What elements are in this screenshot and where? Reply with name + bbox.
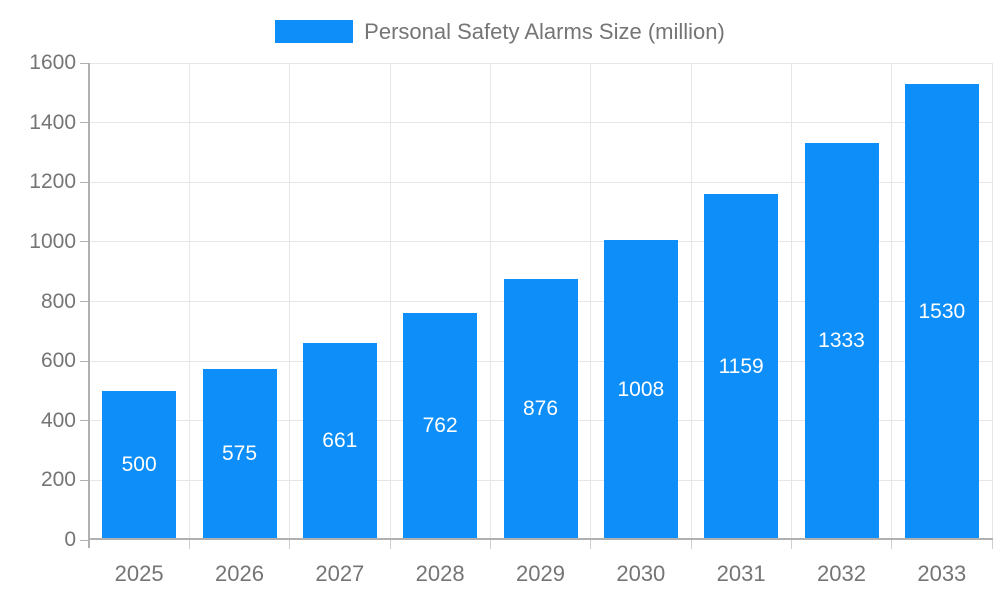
- x-axis-tick-label: 2027: [315, 561, 365, 586]
- x-axis-tick: [790, 540, 792, 549]
- y-axis-tick-label: 1400: [29, 110, 76, 134]
- x-axis-tick: [991, 540, 993, 549]
- y-axis-tick-label: 1000: [29, 229, 76, 253]
- x-axis-tick-label: 2029: [516, 561, 565, 586]
- bar-value-label: 1530: [918, 299, 966, 323]
- x-axis-line: [88, 538, 993, 540]
- bar-2032: 1333: [804, 142, 879, 540]
- x-axis-tick: [690, 540, 692, 549]
- x-axis-tick-label: 2028: [415, 561, 465, 586]
- y-axis-tick: [80, 241, 88, 243]
- bar-value-label: 1008: [617, 377, 665, 401]
- y-axis-tick: [80, 301, 88, 302]
- gridline-vertical: [289, 63, 291, 540]
- bar-2033: 1530: [904, 83, 979, 540]
- x-axis-tick: [891, 540, 893, 549]
- bar-value-label: 1333: [818, 329, 865, 353]
- x-axis-tick: [489, 540, 491, 549]
- bar-2031: 1159: [704, 194, 779, 540]
- bar-2025: 500: [102, 390, 177, 540]
- legend[interactable]: Personal Safety Alarms Size (million): [0, 19, 1000, 44]
- y-axis-tick-label: 600: [40, 349, 76, 373]
- y-axis-line: [88, 63, 90, 548]
- bar-value-label: 876: [522, 397, 559, 421]
- y-axis-tick-label: 800: [40, 289, 76, 313]
- bar-value-label: 1159: [718, 355, 764, 379]
- x-axis-tick-label: 2030: [616, 561, 666, 586]
- gridline-vertical: [590, 63, 592, 540]
- gridline-vertical: [690, 63, 692, 540]
- y-axis-tick: [80, 420, 88, 422]
- legend-swatch[interactable]: [275, 20, 354, 43]
- gridline-vertical: [489, 63, 491, 540]
- y-axis-tick-label: 400: [40, 408, 76, 432]
- legend-label[interactable]: Personal Safety Alarms Size (million): [364, 18, 725, 44]
- x-axis-tick: [289, 540, 291, 549]
- gridline-vertical: [188, 63, 190, 540]
- x-axis-tick-label: 2026: [215, 561, 264, 586]
- gridline-vertical: [891, 63, 893, 540]
- y-axis-tick: [80, 181, 88, 183]
- gridline-horizontal: [89, 241, 992, 243]
- y-axis-tick: [80, 360, 88, 362]
- bar-value-label: 500: [121, 453, 157, 477]
- bar-2029: 876: [503, 278, 578, 540]
- bar-2030: 1008: [603, 239, 678, 540]
- x-axis-tick-label: 2032: [817, 561, 866, 586]
- x-axis-tick-label: 2025: [114, 561, 164, 586]
- gridline-vertical: [991, 63, 993, 540]
- gridline-vertical: [389, 63, 391, 540]
- y-axis-tick-label: 1200: [29, 170, 76, 194]
- plot-area: 500 575 661 762 876 1008 1159 1333 1530: [89, 62, 993, 549]
- y-axis-tick-label: 200: [40, 468, 76, 492]
- bar-value-label: 762: [422, 414, 458, 438]
- bar-value-label: 575: [221, 442, 258, 466]
- y-axis-tick: [80, 62, 88, 64]
- x-axis-tick: [590, 540, 592, 549]
- x-axis-tick: [188, 540, 190, 549]
- bar-2027: 661: [302, 342, 377, 540]
- gridline-vertical: [790, 63, 792, 540]
- y-axis-tick: [80, 479, 88, 481]
- x-axis-tick-label: 2033: [917, 561, 967, 586]
- gridline-horizontal: [89, 181, 992, 183]
- bar-value-label: 661: [322, 429, 358, 453]
- gridline-horizontal: [89, 62, 992, 64]
- y-axis-tick: [80, 122, 88, 124]
- bar-2026: 575: [202, 368, 277, 540]
- x-axis-tick: [389, 540, 391, 549]
- y-axis-tick-label: 0: [64, 528, 76, 551]
- y-axis-tick: [80, 539, 88, 541]
- y-axis-tick-label: 1600: [29, 51, 76, 74]
- bar-2028: 762: [403, 312, 478, 540]
- x-axis-tick-label: 2031: [716, 561, 766, 586]
- gridline-horizontal: [89, 122, 992, 124]
